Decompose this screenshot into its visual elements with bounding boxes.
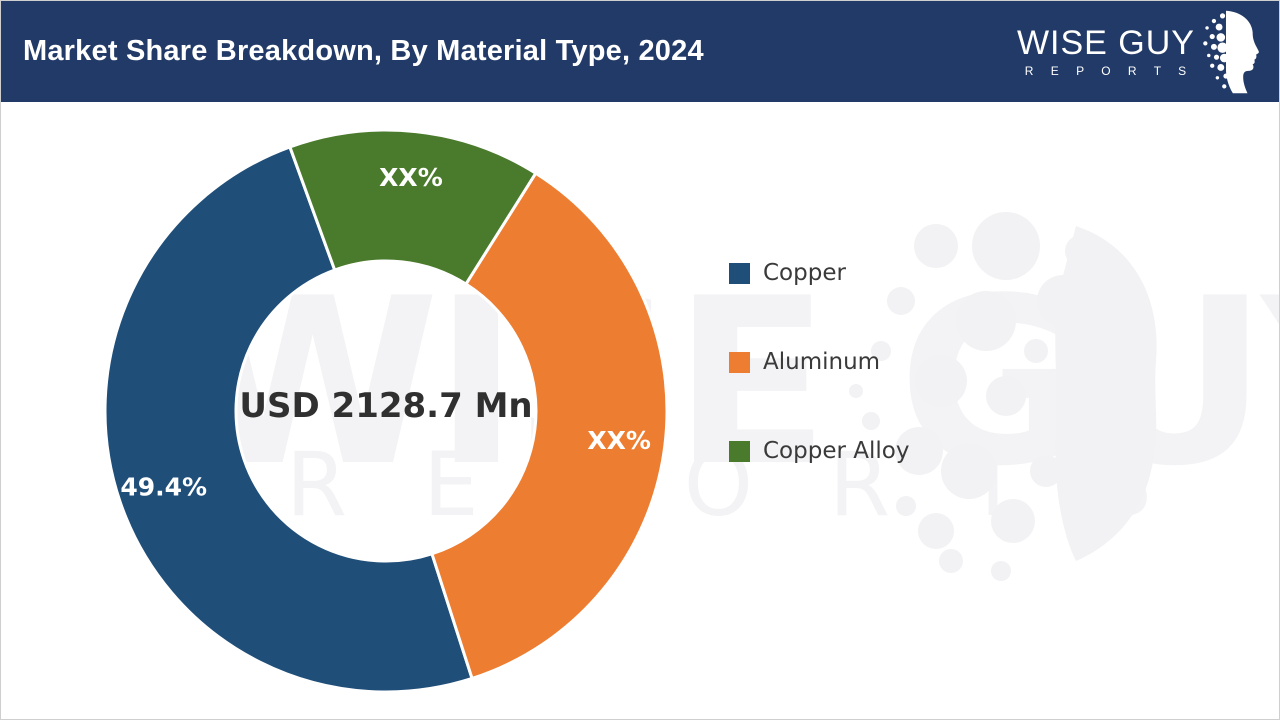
legend-label-aluminum: Aluminum [763, 348, 881, 375]
logo-name-text: WISE GUY [1016, 23, 1195, 62]
legend-item-aluminum[interactable]: Aluminum [729, 350, 909, 374]
chart-center-value: USD 2128.7 Mn [239, 386, 533, 426]
legend-swatch-aluminum [729, 351, 750, 373]
page-title: Market Share Breakdown, By Material Type… [23, 35, 704, 67]
legend-item-copper-alloy[interactable]: Copper Alloy [729, 439, 909, 463]
legend-label-copper: Copper [763, 259, 846, 286]
slice-label-copper: 49.4% [120, 473, 207, 502]
logo-text: WISE GUY R E P O R T S [1017, 26, 1195, 78]
logo-tagline-text: R E P O R T S [1024, 63, 1194, 78]
pie-slice-copper[interactable] [103, 145, 474, 694]
pie-slice-aluminum[interactable] [430, 171, 669, 680]
legend-swatch-copper [729, 262, 750, 284]
legend-label-copper-alloy: Copper Alloy [763, 437, 910, 464]
slice-label-aluminum: XX% [587, 426, 651, 455]
legend-item-copper[interactable]: Copper [729, 261, 909, 285]
pie-slice-copper-alloy[interactable] [288, 128, 538, 286]
wise-guy-logo: WISE GUY R E P O R T S [1017, 9, 1265, 95]
logo-face-icon [1203, 10, 1259, 93]
slice-label-copper-alloy: XX% [379, 163, 443, 192]
chart-legend: Copper Aluminum Copper Alloy [729, 261, 909, 463]
legend-swatch-copper-alloy [729, 440, 750, 462]
header-bar: Market Share Breakdown, By Material Type… [1, 1, 1279, 102]
